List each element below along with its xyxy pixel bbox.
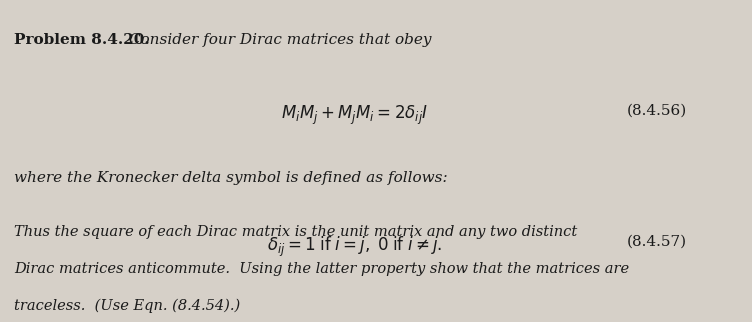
Text: $M_iM_j + M_jM_i = 2\delta_{ij}I$: $M_iM_j + M_jM_i = 2\delta_{ij}I$ [281, 104, 428, 127]
Text: (8.4.56): (8.4.56) [626, 104, 687, 118]
Text: Thus the square of each Dirac matrix is the unit matrix and any two distinct: Thus the square of each Dirac matrix is … [14, 225, 578, 239]
Text: (8.4.57): (8.4.57) [626, 234, 687, 248]
Text: $\delta_{ij} = 1 \; \mathrm{if} \; i = j, \; 0 \; \mathrm{if} \; i \neq j.$: $\delta_{ij} = 1 \; \mathrm{if} \; i = j… [267, 234, 442, 259]
Text: where the Kronecker delta symbol is defined as follows:: where the Kronecker delta symbol is defi… [14, 171, 447, 185]
Text: Problem 8.4.20.: Problem 8.4.20. [14, 33, 150, 47]
Text: Dirac matrices anticommute.  Using the latter property show that the matrices ar: Dirac matrices anticommute. Using the la… [14, 261, 629, 276]
Text: traceless.  (Use Eqn. (8.4.54).): traceless. (Use Eqn. (8.4.54).) [14, 298, 241, 313]
Text: Consider four Dirac matrices that obey: Consider four Dirac matrices that obey [123, 33, 431, 47]
